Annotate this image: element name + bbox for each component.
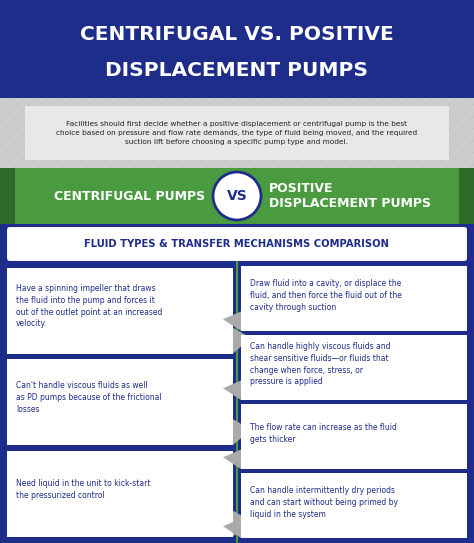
Text: FLUID TYPES & TRANSFER MECHANISMS COMPARISON: FLUID TYPES & TRANSFER MECHANISMS COMPAR… bbox=[84, 239, 390, 249]
FancyBboxPatch shape bbox=[7, 359, 233, 445]
Polygon shape bbox=[223, 312, 241, 331]
Text: VS: VS bbox=[227, 189, 247, 203]
Text: Can handle intermittently dry periods
and can start without being primed by
liqu: Can handle intermittently dry periods an… bbox=[250, 486, 398, 519]
Text: Can't handle viscous fluids as well
as PD pumps because of the frictional
losses: Can't handle viscous fluids as well as P… bbox=[16, 381, 162, 414]
Polygon shape bbox=[233, 511, 251, 536]
FancyBboxPatch shape bbox=[241, 266, 467, 331]
FancyBboxPatch shape bbox=[0, 168, 15, 224]
FancyBboxPatch shape bbox=[0, 168, 474, 224]
FancyBboxPatch shape bbox=[0, 98, 474, 168]
FancyBboxPatch shape bbox=[241, 335, 467, 400]
Text: DISPLACEMENT PUMPS: DISPLACEMENT PUMPS bbox=[106, 61, 368, 80]
FancyBboxPatch shape bbox=[6, 226, 468, 262]
Text: The flow rate can increase as the fluid
gets thicker: The flow rate can increase as the fluid … bbox=[250, 423, 397, 444]
FancyBboxPatch shape bbox=[241, 404, 467, 469]
Text: Can handle highly viscous fluids and
shear sensitive fluids—or fluids that
chang: Can handle highly viscous fluids and she… bbox=[250, 342, 391, 387]
Polygon shape bbox=[223, 381, 241, 400]
FancyBboxPatch shape bbox=[241, 473, 467, 538]
Polygon shape bbox=[233, 327, 251, 353]
Text: Need liquid in the unit to kick-start
the pressurized control: Need liquid in the unit to kick-start th… bbox=[16, 479, 151, 500]
Polygon shape bbox=[223, 450, 241, 469]
FancyBboxPatch shape bbox=[7, 268, 233, 353]
Text: CENTRIFUGAL PUMPS: CENTRIFUGAL PUMPS bbox=[54, 190, 205, 203]
FancyBboxPatch shape bbox=[25, 106, 449, 160]
Text: Facilities should first decide whether a positive displacement or centrifugal pu: Facilities should first decide whether a… bbox=[56, 121, 418, 145]
Text: POSITIVE
DISPLACEMENT PUMPS: POSITIVE DISPLACEMENT PUMPS bbox=[269, 182, 431, 210]
Polygon shape bbox=[223, 519, 241, 538]
FancyBboxPatch shape bbox=[0, 0, 474, 98]
Text: Draw fluid into a cavity, or displace the
fluid, and then force the fluid out of: Draw fluid into a cavity, or displace th… bbox=[250, 279, 402, 312]
Polygon shape bbox=[233, 419, 251, 445]
FancyBboxPatch shape bbox=[459, 168, 474, 224]
Text: Have a spinning impeller that draws
the fluid into the pump and forces it
out of: Have a spinning impeller that draws the … bbox=[16, 284, 163, 329]
Circle shape bbox=[213, 172, 261, 220]
FancyBboxPatch shape bbox=[7, 451, 233, 536]
Text: CENTRIFUGAL VS. POSITIVE: CENTRIFUGAL VS. POSITIVE bbox=[80, 25, 394, 44]
